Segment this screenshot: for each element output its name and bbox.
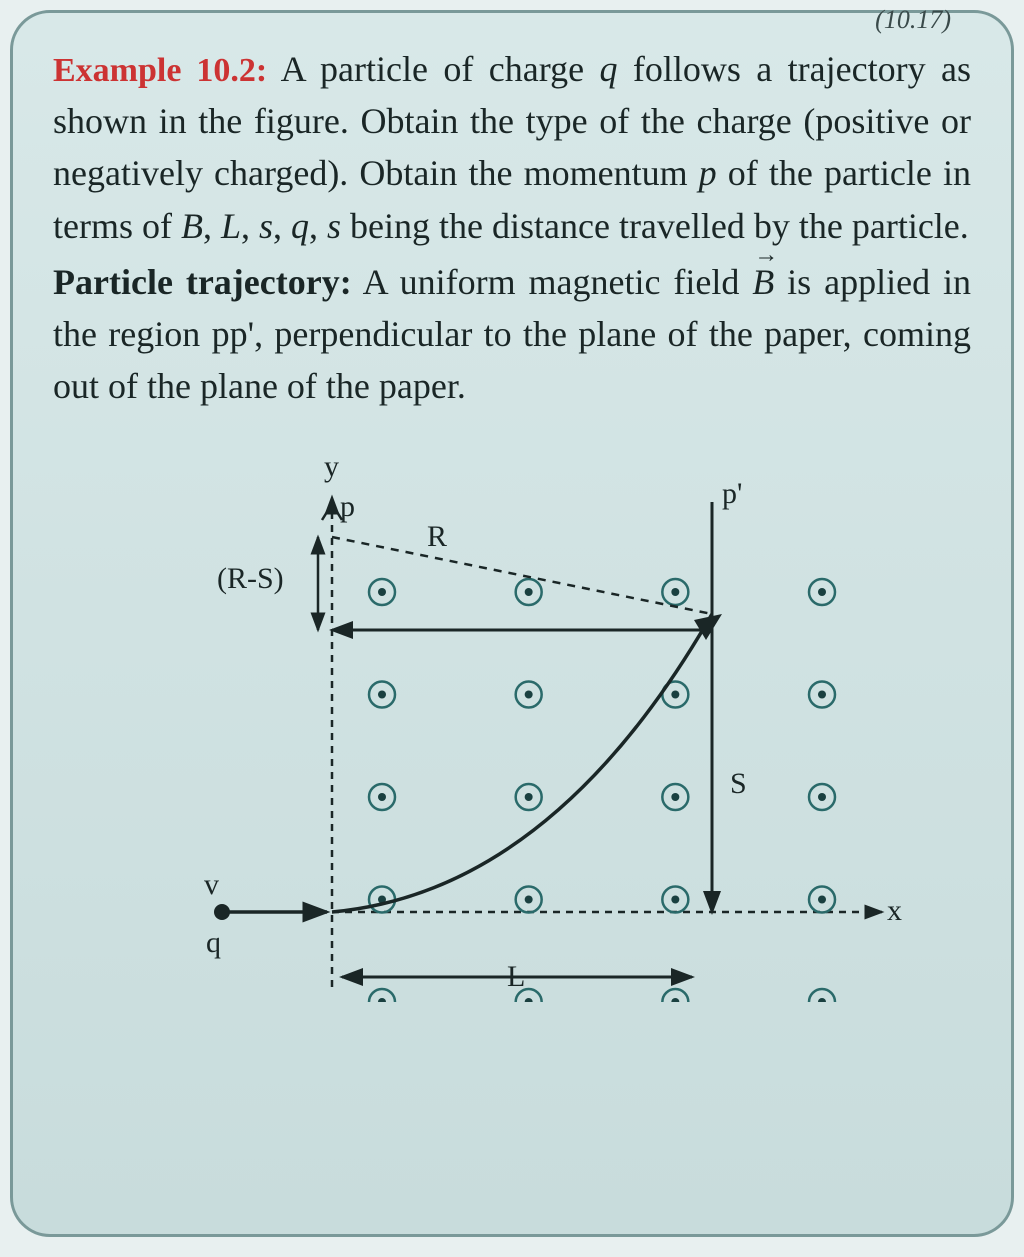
label-S: S [730,767,747,801]
var-s2: s [327,206,341,246]
text-fragment: being the distance travelled by the part… [341,206,969,246]
label-q: q [206,926,221,960]
header-reference: (10.17) [875,5,951,35]
label-p: p [340,490,355,524]
label-R-minus-S: (R-S) [217,562,284,596]
var-s: s [259,206,273,246]
subtitle: Particle trajectory: [53,262,352,302]
label-v: v [204,868,219,902]
var-L: L [221,206,241,246]
vector-arrow-icon: → [754,238,778,273]
label-R: R [427,520,447,554]
vector-B: →B [752,256,774,308]
sep: , [273,206,291,246]
text-fragment: A particle of charge [267,49,599,89]
paragraph-1: Example 10.2: A particle of charge q fol… [53,43,971,252]
var-p: p [699,153,717,193]
paragraph-2: Particle trajectory: A uniform magnetic … [53,256,971,413]
label-y: y [324,450,339,484]
label-pprime: p' [722,477,742,511]
var-q: q [599,49,617,89]
diagram-svg [112,442,912,1002]
sep: , [309,206,327,246]
example-title: Example 10.2: [53,52,267,89]
sep: , [241,206,259,246]
var-q2: q [291,206,309,246]
label-x: x [887,894,902,928]
text-fragment: A uniform magnetic field [352,262,753,302]
var-B: B [181,206,203,246]
label-L: L [507,960,525,994]
sep: , [203,206,221,246]
trajectory-diagram: yp p' R (R-S) Sx vq L [112,442,912,1002]
